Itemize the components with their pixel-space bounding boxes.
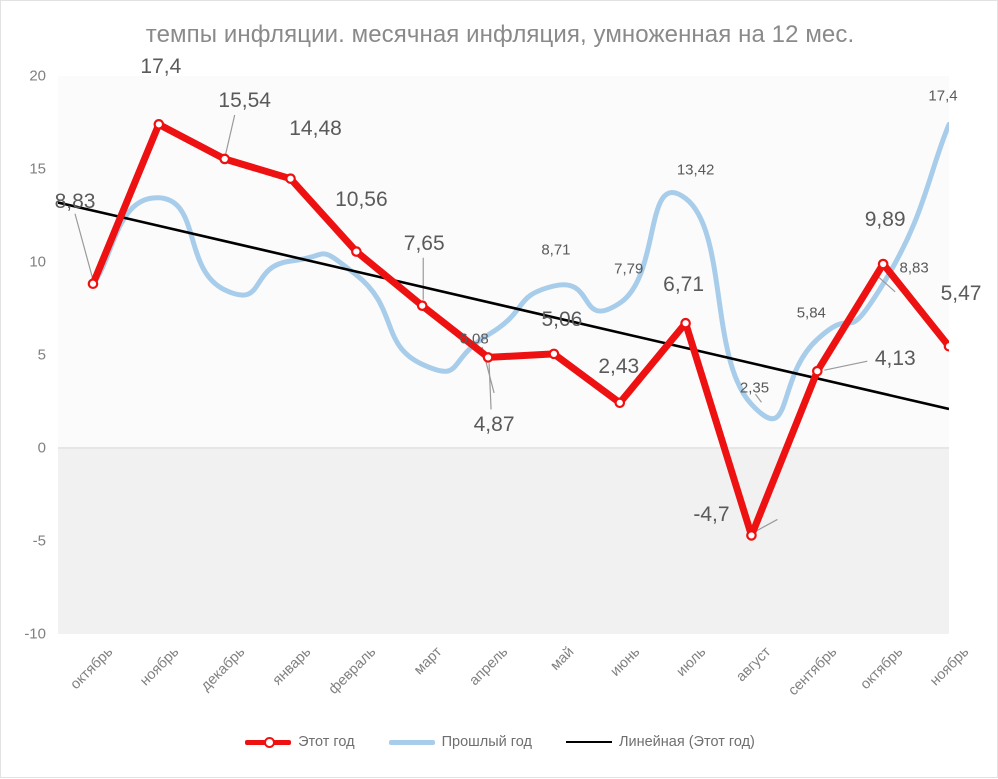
data-point-marker [351,246,362,257]
data-point-marker [812,365,823,377]
data-label-this-year: 4,87 [473,413,515,437]
data-point-marker [614,397,626,409]
label-leader-line [754,393,762,403]
data-label-this-year: 5,47 [940,282,982,306]
data-point-marker [548,348,560,360]
data-point-marker [680,317,691,329]
label-leader-line [225,114,236,155]
label-leader-line [876,275,896,293]
plot-band [58,448,949,541]
data-label-last-year: 2,35 [739,379,770,397]
data-label-this-year: 14,48 [289,116,342,140]
data-label-last-year: 8,71 [541,241,571,259]
legend-swatch-blue-line-icon [388,739,435,745]
data-label-this-year: 15,54 [218,88,271,112]
y-tick-label: -10 [24,625,46,643]
data-point-marker [87,278,99,290]
y-tick-label: 20 [29,67,46,85]
legend-item-trendline[interactable]: Линейная (Этот год) [565,734,755,750]
label-leader-line [824,360,868,371]
legend-label-this-year: Этот год [298,734,355,750]
y-tick-label: 5 [37,346,46,364]
data-label-last-year: 8,83 [899,259,929,277]
data-label-this-year: 5,06 [541,307,583,331]
data-point-marker [416,300,428,312]
data-point-marker [285,173,296,184]
label-leader-line [488,363,492,410]
legend-swatch-black-line-icon [565,741,612,743]
data-label-this-year: 4,13 [874,347,916,371]
data-point-marker [482,352,494,363]
y-tick-label: -5 [32,532,46,550]
plot-band [58,169,949,262]
y-tick-label: 15 [29,160,46,178]
trendline-this-year [58,201,949,411]
series-line-this-year [89,120,949,539]
y-tick-label: 0 [37,439,46,457]
data-label-this-year: 8,83 [54,189,96,213]
data-label-this-year: 9,89 [864,208,906,232]
chart-title: темпы инфляции. месячная инфляция, умнож… [145,21,855,48]
data-point-marker [219,153,230,165]
data-label-last-year: 6,08 [459,330,489,348]
data-label-this-year: 10,56 [335,187,388,211]
data-label-last-year: 13,42 [676,161,715,179]
plot-band [58,355,949,448]
legend-item-this-year[interactable]: Этот год [245,734,355,750]
data-label-this-year: 2,43 [598,354,640,378]
data-label-this-year: 6,71 [663,273,705,297]
data-point-marker [153,119,165,130]
y-tick-label: 10 [29,253,46,271]
label-leader-line [74,213,94,280]
plot-band [58,541,949,634]
plot-area [58,76,949,634]
legend-item-last-year[interactable]: Прошлый год [388,734,532,750]
data-label-last-year: 5,84 [796,304,826,322]
y-axis: 20 15 10 5 0 -5 -10 [1,1,58,779]
legend-label-last-year: Прошлый год [441,734,532,750]
zero-baseline [58,447,949,449]
data-label-this-year: -4,7 [693,503,730,527]
legend-label-trendline: Линейная (Этот год) [618,734,755,750]
data-label-last-year: 7,79 [614,260,644,278]
plot-band [58,76,949,169]
data-label-last-year: 17,4 [928,87,958,105]
chart-legend: Этот год Прошлый год Линейная (Этот год) [1,734,998,750]
data-point-marker [746,530,757,541]
legend-swatch-red-line-icon [245,736,292,748]
series-line-last-year [90,121,949,422]
data-label-this-year: 17,4 [140,55,182,79]
data-label-this-year: 7,65 [403,231,445,255]
label-leader-line [755,518,778,532]
data-point-marker [877,258,889,270]
